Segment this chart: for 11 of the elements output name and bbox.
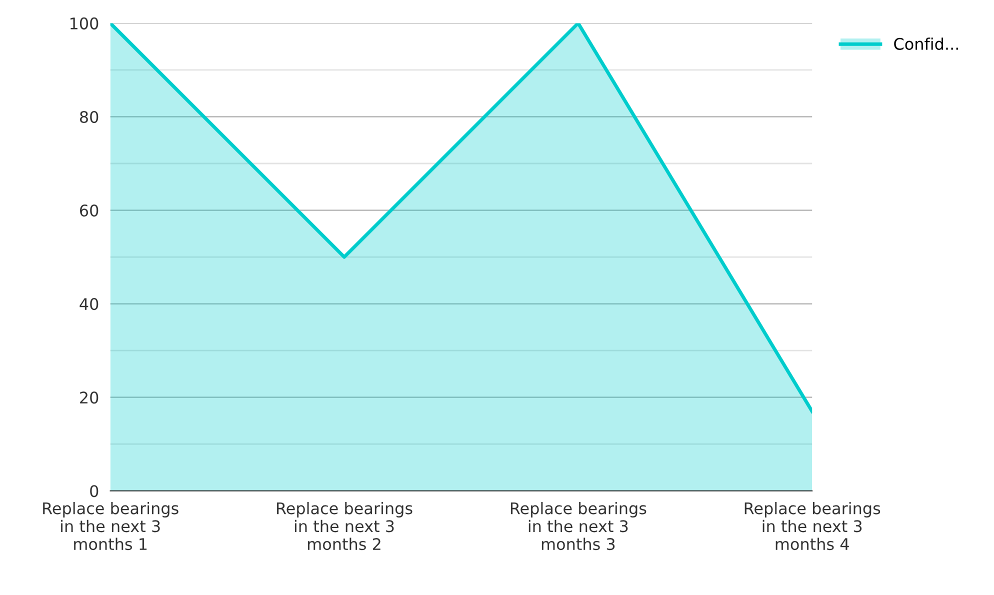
x-tick-label: Replace bearings in the next 3 months 1 [43, 502, 178, 550]
y-tick-label: 20 [80, 392, 98, 404]
y-tick-label: 0 [90, 485, 98, 498]
y-tick-label: 60 [80, 204, 98, 217]
legend-label: Confid... [894, 38, 958, 50]
y-tick-label: 100 [70, 17, 98, 30]
x-tick-label: Replace bearings in the next 3 months 2 [277, 502, 412, 550]
y-tick-label: 80 [80, 110, 98, 124]
x-tick-label: Replace bearings in the next 3 months 4 [744, 502, 880, 550]
x-tick-label: Replace bearings in the next 3 months 3 [510, 502, 646, 550]
y-tick-label: 40 [80, 298, 98, 310]
